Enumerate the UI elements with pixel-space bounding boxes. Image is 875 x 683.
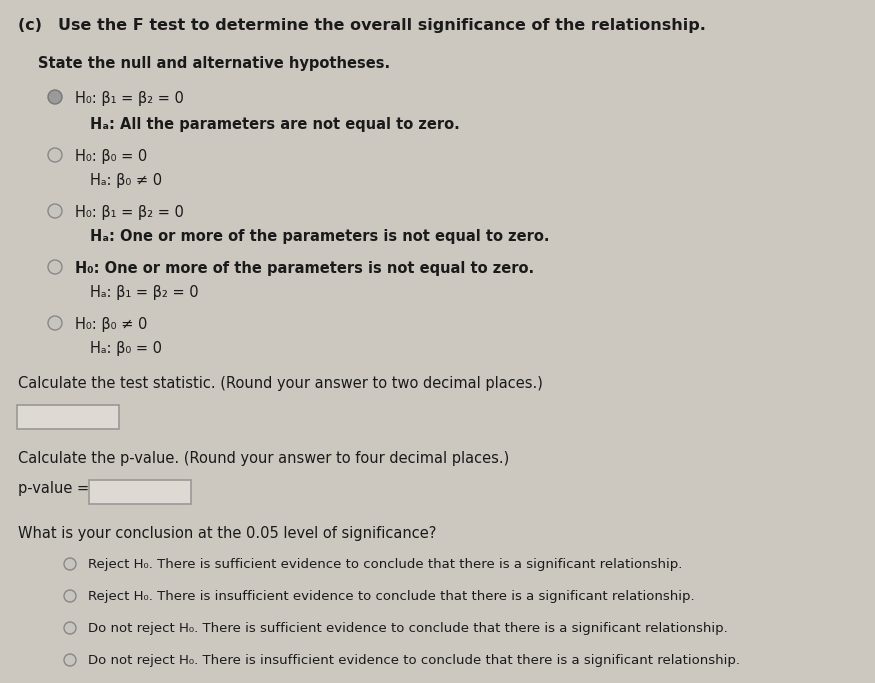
Text: (c): (c): [18, 18, 53, 33]
Text: H₀: β₁ = β₂ = 0: H₀: β₁ = β₂ = 0: [75, 91, 184, 106]
Text: Hₐ: One or more of the parameters is not equal to zero.: Hₐ: One or more of the parameters is not…: [90, 229, 550, 244]
Text: Reject H₀. There is insufficient evidence to conclude that there is a significan: Reject H₀. There is insufficient evidenc…: [88, 590, 695, 603]
Circle shape: [48, 148, 62, 162]
Circle shape: [64, 654, 76, 666]
Circle shape: [64, 558, 76, 570]
Text: H₀: β₀ = 0: H₀: β₀ = 0: [75, 149, 147, 164]
Text: H₀: β₀ ≠ 0: H₀: β₀ ≠ 0: [75, 317, 147, 332]
Text: Do not reject H₀. There is insufficient evidence to conclude that there is a sig: Do not reject H₀. There is insufficient …: [88, 654, 740, 667]
Text: Reject H₀. There is sufficient evidence to conclude that there is a significant : Reject H₀. There is sufficient evidence …: [88, 558, 682, 571]
Circle shape: [48, 90, 62, 104]
Text: H₀: One or more of the parameters is not equal to zero.: H₀: One or more of the parameters is not…: [75, 261, 534, 276]
Text: Calculate the test statistic. (Round your answer to two decimal places.): Calculate the test statistic. (Round you…: [18, 376, 542, 391]
Circle shape: [48, 260, 62, 274]
Circle shape: [64, 622, 76, 634]
Text: Use the F test to determine the overall significance of the relationship.: Use the F test to determine the overall …: [58, 18, 706, 33]
Text: Hₐ: β₁ = β₂ = 0: Hₐ: β₁ = β₂ = 0: [90, 285, 199, 300]
Text: What is your conclusion at the 0.05 level of significance?: What is your conclusion at the 0.05 leve…: [18, 526, 437, 541]
Circle shape: [48, 204, 62, 218]
Circle shape: [48, 316, 62, 330]
Text: p-value =: p-value =: [18, 481, 94, 496]
Text: Do not reject H₀. There is sufficient evidence to conclude that there is a signi: Do not reject H₀. There is sufficient ev…: [88, 622, 728, 635]
FancyBboxPatch shape: [89, 480, 191, 504]
Text: H₀: β₁ = β₂ = 0: H₀: β₁ = β₂ = 0: [75, 205, 184, 220]
Text: Hₐ: β₀ ≠ 0: Hₐ: β₀ ≠ 0: [90, 173, 162, 188]
Text: Calculate the p-value. (Round your answer to four decimal places.): Calculate the p-value. (Round your answe…: [18, 451, 509, 466]
FancyBboxPatch shape: [17, 405, 119, 429]
Text: Hₐ: All the parameters are not equal to zero.: Hₐ: All the parameters are not equal to …: [90, 117, 459, 132]
Text: State the null and alternative hypotheses.: State the null and alternative hypothese…: [38, 56, 390, 71]
Text: Hₐ: β₀ = 0: Hₐ: β₀ = 0: [90, 341, 162, 356]
Circle shape: [64, 590, 76, 602]
